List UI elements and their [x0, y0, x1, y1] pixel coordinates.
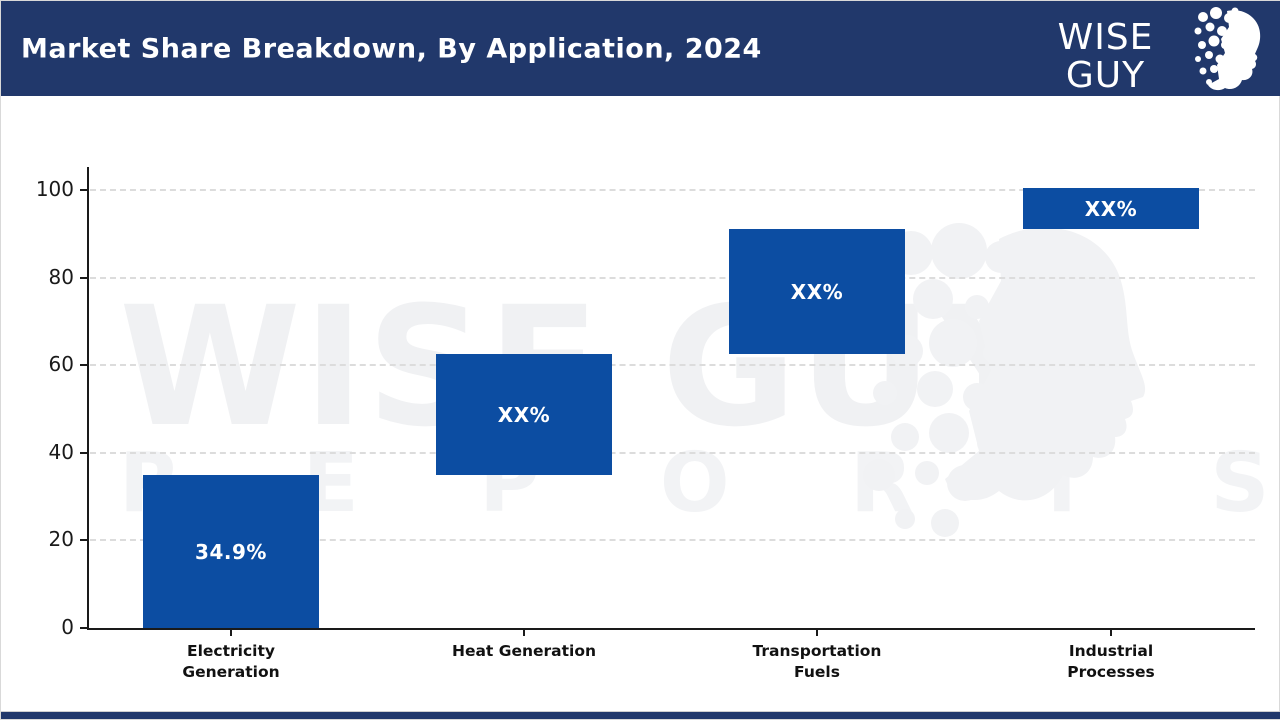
y-tick-mark-40: [80, 451, 88, 454]
bar-1: 34.9%: [143, 475, 319, 628]
y-tick-label-60: 60: [48, 352, 74, 377]
y-tick-label-0: 0: [61, 615, 74, 639]
footer-bar: [1, 712, 1280, 719]
x-tick-mark-2: [523, 630, 525, 636]
x-category-label-4: Industrial Processes: [1067, 642, 1155, 681]
footer-hairline: [1, 711, 1280, 712]
y-axis-line: [87, 167, 89, 630]
gridline-40: [90, 451, 1255, 454]
x-tick-mark-1: [230, 630, 232, 636]
bar-value-label-4: XX%: [1084, 196, 1138, 221]
chart-title: Market Share Breakdown, By Application, …: [21, 33, 762, 64]
bar-value-label-2: XX%: [497, 402, 551, 427]
y-tick-label-80: 80: [48, 264, 74, 289]
y-tick-mark-60: [80, 364, 88, 367]
x-category-label-1: Electricity Generation: [182, 642, 280, 681]
y-tick-mark-80: [80, 276, 88, 279]
bar-value-label-1: 34.9%: [195, 539, 267, 564]
gridline-100: [90, 189, 1255, 191]
logo-text: WISE GUY R E P O R T S: [1013, 19, 1198, 113]
y-tick-mark-20: [80, 539, 88, 542]
bar-value-label-3: XX%: [790, 279, 844, 304]
gridline-80: [90, 276, 1255, 279]
x-tick-mark-4: [1110, 630, 1112, 636]
y-tick-label-100: 100: [35, 177, 74, 201]
logo-name: WISE GUY: [1057, 17, 1154, 96]
x-category-label-3: Transportation Fuels: [752, 642, 882, 681]
gridline-20: [90, 539, 1255, 542]
gridline-60: [90, 364, 1255, 367]
bar-3: XX%: [729, 229, 905, 355]
header-bar: Market Share Breakdown, By Application, …: [1, 1, 1280, 113]
wiseguy-logo: WISE GUY R E P O R T S: [1013, 1, 1263, 113]
logo-tagline: R E P O R T S: [1013, 97, 1203, 113]
wiseguy-head-icon: [1194, 7, 1261, 91]
y-tick-label-40: 40: [48, 439, 74, 464]
x-category-label-2: Heat Generation: [451, 642, 597, 660]
y-tick-mark-0: [80, 627, 88, 629]
bar-4: XX%: [1023, 187, 1199, 230]
x-tick-mark-3: [816, 630, 818, 636]
y-tick-mark-100: [80, 189, 88, 191]
y-tick-label-20: 20: [48, 527, 74, 552]
bar-2: XX%: [436, 354, 612, 476]
x-axis-line: [87, 628, 1255, 630]
